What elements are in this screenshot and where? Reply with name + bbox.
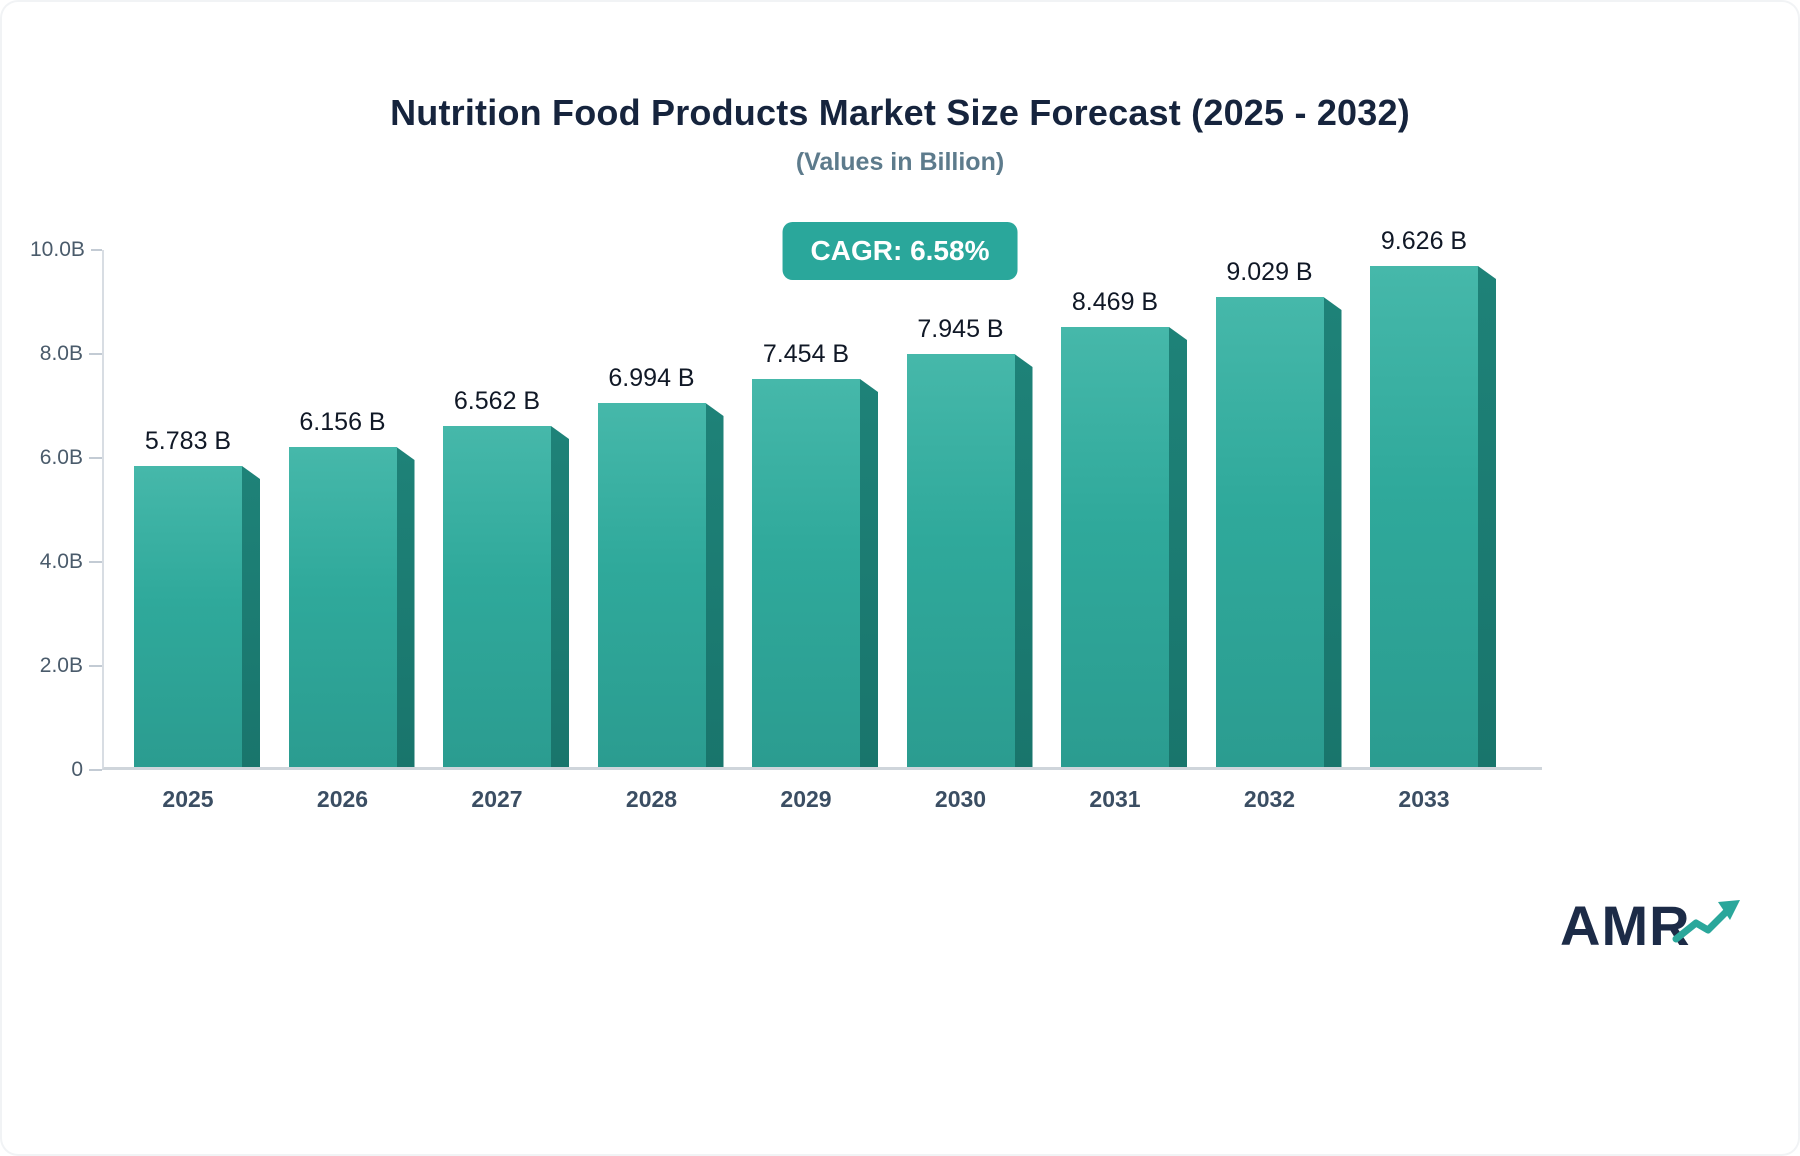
plot-area: 5.783 B 2025 6.156 B 2026 6.562 B 2027 6.994 B… <box>102 227 1542 812</box>
amr-logo: AMR <box>1560 893 1740 963</box>
bar-value-label: 7.945 B <box>917 315 1004 343</box>
y-tick: 2.0B <box>30 654 102 677</box>
bar-value-label: 9.029 B <box>1226 258 1313 286</box>
chart-title: Nutrition Food Products Market Size Fore… <box>390 92 1410 133</box>
bar-side-face <box>705 403 724 767</box>
bar-group: 5.783 B 2025 <box>134 250 260 812</box>
bar-value-label: 7.454 B <box>762 340 850 368</box>
x-axis-label: 2033 <box>1398 786 1450 812</box>
bar-value-label: 6.562 B <box>453 387 541 415</box>
tick-mark-icon <box>89 769 102 771</box>
x-axis-label: 2027 <box>471 786 523 812</box>
tick-mark-icon <box>89 665 102 667</box>
bar-side-face <box>1014 354 1033 767</box>
x-axis-label: 2028 <box>625 786 678 812</box>
tick-mark-icon <box>89 457 102 459</box>
x-axis-label: 2025 <box>162 786 214 812</box>
x-axis-label: 2031 <box>1089 786 1141 812</box>
y-axis-label: 6.0B <box>39 446 83 469</box>
bar-side-face <box>860 379 878 767</box>
bar <box>1061 327 1169 767</box>
bar-side-face <box>1169 327 1187 767</box>
bar-group: 9.029 B 2032 <box>1215 250 1342 812</box>
y-tick: 4.0B <box>30 550 102 573</box>
bar <box>1370 266 1478 767</box>
bar <box>752 379 860 767</box>
bar-group: 6.562 B 2027 <box>443 250 569 812</box>
bar-value-label: 6.994 B <box>608 364 695 392</box>
y-axis-label: 8.0B <box>39 342 83 365</box>
bar-value-label: 5.783 B <box>144 427 232 455</box>
bar <box>288 447 397 767</box>
bar <box>906 354 1015 767</box>
chart-subtitle: (Values in Billion) <box>795 148 1005 176</box>
bar-group: 9.626 B 2033 <box>1370 227 1496 812</box>
x-axis-label: 2029 <box>780 786 832 812</box>
bar <box>1215 297 1324 767</box>
tick-mark-icon <box>89 561 102 563</box>
bar-side-face <box>242 466 260 767</box>
bar-chart: 0 2.0B 4.0B 6.0B 8.0B 10.0B 5.783 B 2025 6.156 … <box>30 227 1542 812</box>
cagr-badge: CAGR: 6.58% <box>782 222 1018 280</box>
y-tick: 10.0B <box>30 238 102 261</box>
y-axis-label: 0 <box>71 758 83 781</box>
growth-arrow-icon <box>1672 900 1740 943</box>
bar-side-face <box>396 447 415 767</box>
bar-value-label: 9.626 B <box>1380 227 1468 255</box>
y-tick: 0 <box>30 758 102 781</box>
bar-group: 6.994 B 2028 <box>597 250 724 812</box>
bar <box>443 426 551 767</box>
y-axis-label: 4.0B <box>39 550 83 573</box>
y-tick: 8.0B <box>30 342 102 365</box>
bar <box>134 466 242 767</box>
tick-mark-icon <box>89 353 102 355</box>
bar-side-face <box>1323 297 1342 767</box>
bar-group: 6.156 B 2026 <box>288 250 415 812</box>
x-axis-label: 2032 <box>1243 786 1296 812</box>
y-axis-label: 2.0B <box>39 654 83 677</box>
y-tick: 6.0B <box>30 446 102 469</box>
tick-mark-icon <box>90 249 102 251</box>
y-axis: 0 2.0B 4.0B 6.0B 8.0B 10.0B <box>30 238 102 781</box>
amr-logo-text: AMR <box>1560 894 1691 957</box>
bar-value-label: 6.156 B <box>299 408 386 436</box>
bar <box>597 403 706 767</box>
bar-side-face <box>551 426 569 767</box>
x-axis-label: 2026 <box>316 786 369 812</box>
y-axis-label: 10.0B <box>30 238 85 261</box>
bar-group: 7.945 B 2030 <box>906 250 1033 812</box>
bar-group: 7.454 B 2029 <box>752 250 878 812</box>
bar-side-face <box>1478 266 1496 767</box>
bar-group: 8.469 B 2031 <box>1061 250 1187 812</box>
bar-value-label: 8.469 B <box>1071 288 1159 316</box>
x-axis-label: 2030 <box>934 786 987 812</box>
